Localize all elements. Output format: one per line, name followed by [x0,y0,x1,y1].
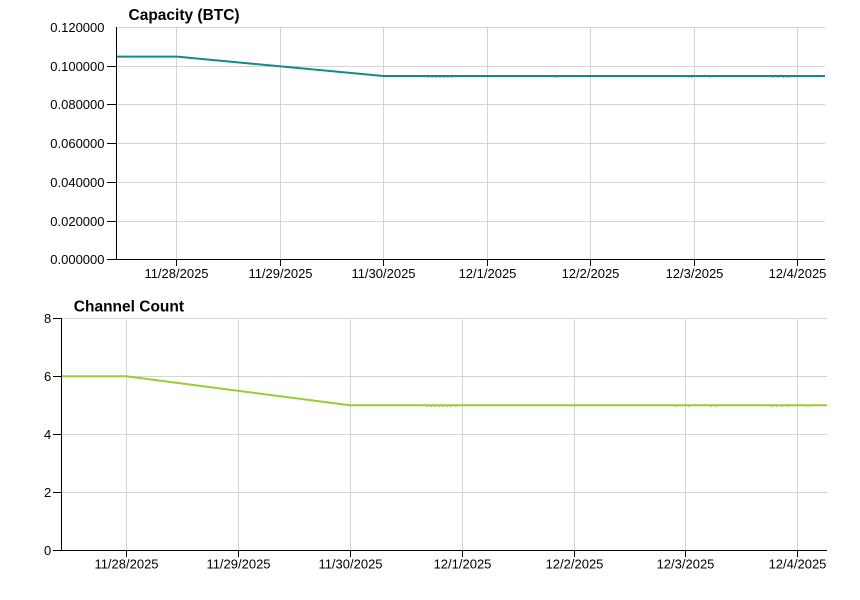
svg-text:11/29/2025: 11/29/2025 [248,266,312,281]
svg-text:11/28/2025: 11/28/2025 [144,266,208,281]
svg-text:2: 2 [44,485,51,500]
svg-text:0: 0 [44,543,51,558]
svg-text:0.080000: 0.080000 [50,97,104,112]
svg-text:12/1/2025: 12/1/2025 [459,266,517,281]
svg-text:11/30/2025: 11/30/2025 [318,557,382,572]
svg-text:12/2/2025: 12/2/2025 [546,557,604,572]
svg-text:12/2/2025: 12/2/2025 [562,266,620,281]
svg-text:12/1/2025: 12/1/2025 [434,557,492,572]
svg-text:12/4/2025: 12/4/2025 [769,266,827,281]
svg-text:0.040000: 0.040000 [50,175,104,190]
svg-text:0.100000: 0.100000 [50,59,104,74]
svg-text:6: 6 [44,369,51,384]
svg-text:11/29/2025: 11/29/2025 [206,557,270,572]
svg-text:12/4/2025: 12/4/2025 [769,557,827,572]
svg-text:0.020000: 0.020000 [50,214,104,229]
svg-text:0.060000: 0.060000 [50,136,104,151]
svg-text:12/3/2025: 12/3/2025 [666,266,724,281]
svg-text:0.000000: 0.000000 [50,252,104,267]
svg-text:0.120000: 0.120000 [50,20,104,35]
svg-text:Capacity (BTC): Capacity (BTC) [129,7,240,24]
svg-text:11/30/2025: 11/30/2025 [351,266,415,281]
svg-text:8: 8 [44,311,51,326]
svg-text:12/3/2025: 12/3/2025 [657,557,715,572]
svg-text:Channel Count: Channel Count [74,299,184,316]
svg-text:4: 4 [44,427,51,442]
svg-text:11/28/2025: 11/28/2025 [94,557,158,572]
